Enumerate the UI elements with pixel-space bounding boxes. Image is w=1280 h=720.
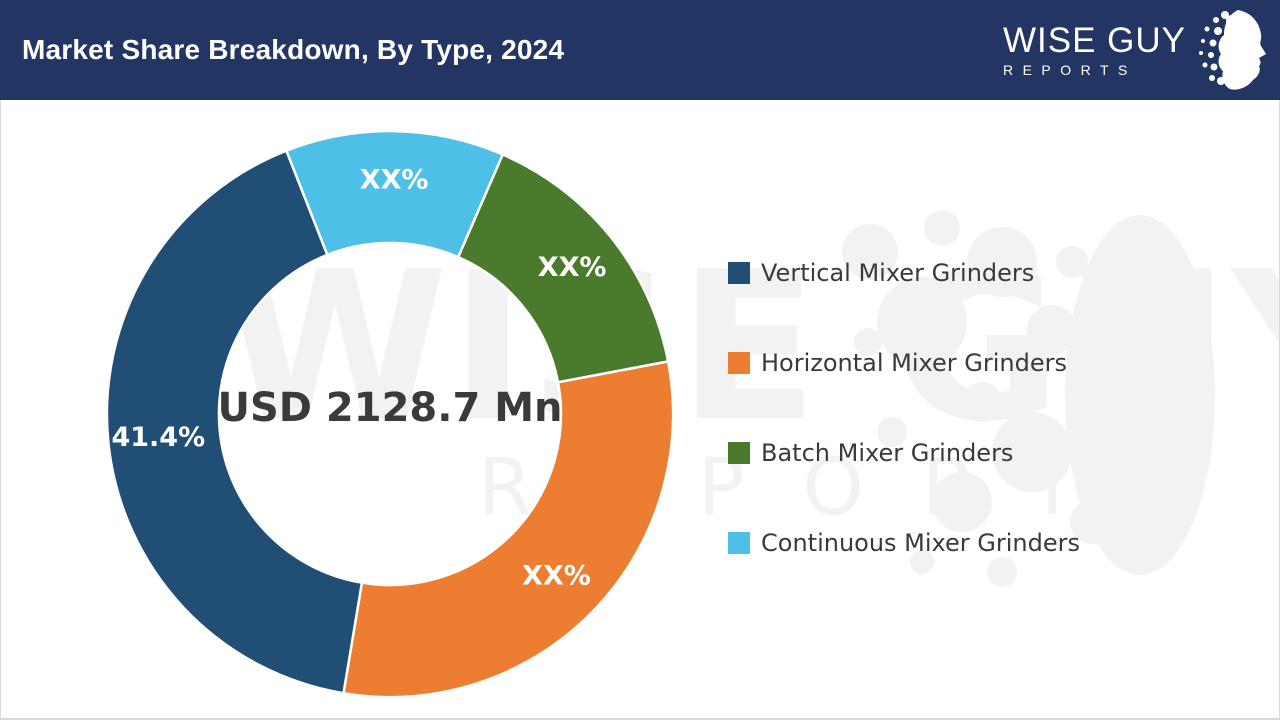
- watermark-dot: [877, 277, 967, 367]
- segment-value-label: 41.4%: [111, 422, 205, 453]
- donut-segment-vertical-mixer-grinders: [105, 149, 364, 695]
- legend-item: Continuous Mixer Grinders: [728, 528, 1080, 558]
- watermark-dot: [910, 550, 934, 574]
- donut-center-value: USD 2128.7 Mn: [217, 385, 563, 431]
- legend-item: Batch Mixer Grinders: [728, 438, 1080, 468]
- segment-value-label: XX%: [538, 252, 607, 283]
- segment-value-label: XX%: [360, 165, 429, 196]
- watermark-dot: [842, 224, 898, 280]
- watermark-dot: [962, 382, 1002, 422]
- watermark-dot: [1056, 246, 1088, 278]
- bottom-border-line: [0, 718, 1280, 720]
- legend-label: Vertical Mixer Grinders: [761, 259, 1035, 287]
- legend-swatch: [728, 262, 750, 284]
- left-border-line: [0, 100, 1, 720]
- header-bar: Market Share Breakdown, By Type, 2024 WI…: [0, 0, 1280, 100]
- watermark-dot: [987, 557, 1017, 587]
- watermark-dot: [877, 417, 907, 447]
- legend-label: Horizontal Mixer Grinders: [761, 349, 1067, 377]
- watermark-dot: [1027, 305, 1077, 355]
- legend-item: Horizontal Mixer Grinders: [728, 348, 1080, 378]
- logo-text: WISE GUY REPORTS: [1002, 20, 1186, 78]
- segment-value-label: XX%: [522, 561, 591, 592]
- wise-guy-logo: WISE GUY REPORTS: [1003, 7, 1280, 93]
- logo-face-icon: [1199, 10, 1266, 90]
- legend-item: Vertical Mixer Grinders: [728, 258, 1080, 288]
- logo-reports-text: REPORTS: [1002, 61, 1137, 78]
- logo-wiseguy-text: WISE GUY: [1002, 20, 1186, 60]
- watermark-dot: [854, 328, 882, 356]
- chart-legend: Vertical Mixer Grinders Horizontal Mixer…: [728, 258, 1080, 558]
- watermark-dot: [992, 412, 1072, 492]
- donut-segment-horizontal-mixer-grinders: [342, 360, 675, 699]
- legend-swatch: [728, 352, 750, 374]
- watermark-dot: [924, 210, 960, 246]
- legend-label: Batch Mixer Grinders: [761, 439, 1014, 467]
- legend-label: Continuous Mixer Grinders: [761, 529, 1080, 557]
- watermark-face-silhouette: [1065, 215, 1215, 575]
- watermark-dot: [932, 472, 992, 532]
- legend-swatch: [728, 532, 750, 554]
- watermark-dot: [967, 227, 1037, 297]
- page-title: Market Share Breakdown, By Type, 2024: [22, 34, 565, 65]
- legend-swatch: [728, 442, 750, 464]
